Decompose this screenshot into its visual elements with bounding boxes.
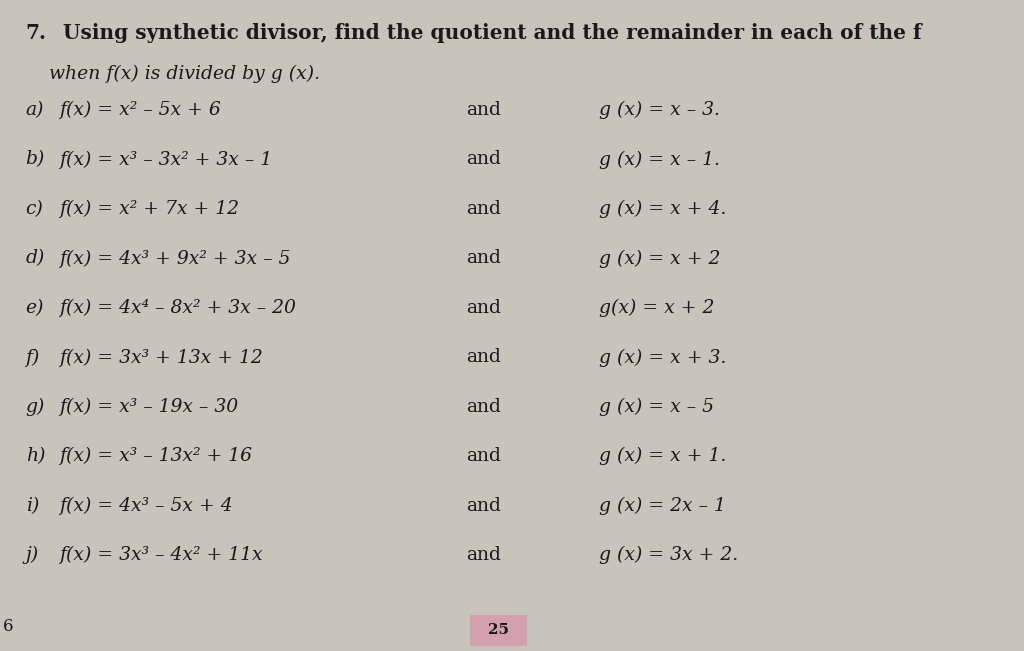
Text: f): f) [26,348,40,367]
Text: i): i) [26,497,39,515]
Text: 25: 25 [488,623,509,637]
Text: when f(x) is divided by g (x).: when f(x) is divided by g (x). [49,65,321,83]
Text: g (x) = 3x + 2.: g (x) = 3x + 2. [599,546,738,564]
Text: e): e) [26,299,44,317]
Text: g (x) = x + 2: g (x) = x + 2 [599,249,721,268]
Text: g (x) = x – 5: g (x) = x – 5 [599,398,714,416]
Text: and: and [466,497,501,515]
Text: g (x) = 2x – 1: g (x) = 2x – 1 [599,497,726,515]
Text: f(x) = 3x³ – 4x² + 11x: f(x) = 3x³ – 4x² + 11x [59,546,263,564]
Text: j): j) [26,546,39,564]
Text: f(x) = 4x³ + 9x² + 3x – 5: f(x) = 4x³ + 9x² + 3x – 5 [59,249,291,268]
Text: and: and [466,200,501,218]
Text: and: and [466,546,501,564]
Text: and: and [466,150,501,169]
Text: f(x) = 4x³ – 5x + 4: f(x) = 4x³ – 5x + 4 [59,497,233,515]
Text: f(x) = x³ – 19x – 30: f(x) = x³ – 19x – 30 [59,398,239,416]
Text: g (x) = x + 3.: g (x) = x + 3. [599,348,726,367]
FancyBboxPatch shape [470,615,527,646]
Text: g (x) = x + 1.: g (x) = x + 1. [599,447,726,465]
Text: g (x) = x – 1.: g (x) = x – 1. [599,150,720,169]
Text: f(x) = x³ – 13x² + 16: f(x) = x³ – 13x² + 16 [59,447,252,465]
Text: f(x) = x² + 7x + 12: f(x) = x² + 7x + 12 [59,200,240,218]
Text: b): b) [26,150,45,169]
Text: g): g) [26,398,45,416]
Text: 7.: 7. [26,23,47,43]
Text: f(x) = x² – 5x + 6: f(x) = x² – 5x + 6 [59,101,221,119]
Text: and: and [466,348,501,367]
Text: and: and [466,447,501,465]
Text: and: and [466,299,501,317]
Text: h): h) [26,447,45,465]
Text: f(x) = 3x³ + 13x + 12: f(x) = 3x³ + 13x + 12 [59,348,263,367]
Text: and: and [466,398,501,416]
Text: c): c) [26,200,43,218]
Text: and: and [466,101,501,119]
Text: f(x) = x³ – 3x² + 3x – 1: f(x) = x³ – 3x² + 3x – 1 [59,150,272,169]
Text: d): d) [26,249,45,268]
Text: 6: 6 [3,618,13,635]
Text: a): a) [26,101,44,119]
Text: g (x) = x – 3.: g (x) = x – 3. [599,101,720,119]
Text: Using synthetic divisor, find the quotient and the remainder in each of the f: Using synthetic divisor, find the quotie… [63,23,923,43]
Text: f(x) = 4x⁴ – 8x² + 3x – 20: f(x) = 4x⁴ – 8x² + 3x – 20 [59,299,296,317]
Text: g(x) = x + 2: g(x) = x + 2 [599,299,715,317]
Text: and: and [466,249,501,268]
Text: g (x) = x + 4.: g (x) = x + 4. [599,200,726,218]
